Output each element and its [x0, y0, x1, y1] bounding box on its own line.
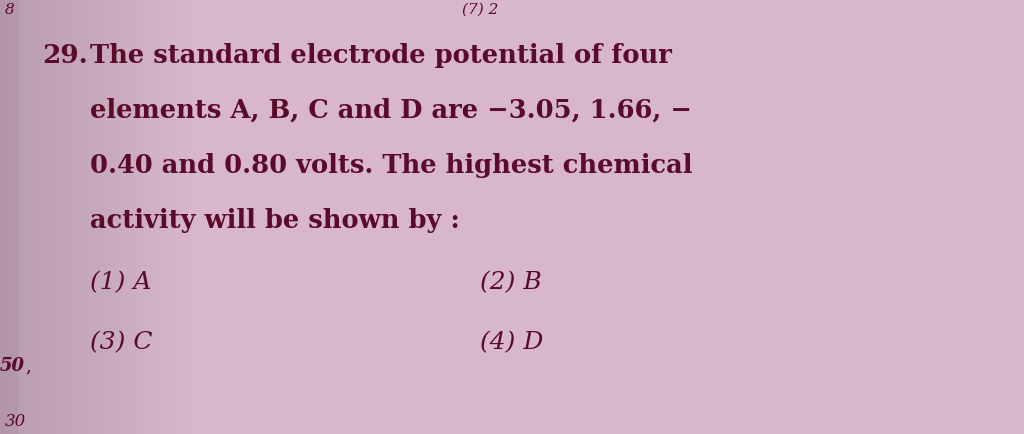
Text: (2) B: (2) B: [480, 270, 542, 293]
Text: (1) A: (1) A: [90, 270, 152, 293]
Text: 8: 8: [5, 3, 14, 17]
Text: (4) D: (4) D: [480, 330, 544, 353]
Text: 50: 50: [0, 356, 25, 374]
Text: 29.: 29.: [42, 43, 88, 68]
Bar: [0, 0, 18, 434]
Text: 0.40 and 0.80 volts. The highest chemical: 0.40 and 0.80 volts. The highest chemica…: [90, 153, 692, 178]
Text: (7) 2: (7) 2: [462, 3, 499, 17]
Text: The standard electrode potential of four: The standard electrode potential of four: [90, 43, 672, 68]
Text: 30: 30: [5, 412, 27, 429]
Text: elements A, B, C and D are −3.05, 1.66, −: elements A, B, C and D are −3.05, 1.66, …: [90, 98, 692, 123]
Text: (3) C: (3) C: [90, 330, 153, 353]
Text: activity will be shown by :: activity will be shown by :: [90, 207, 460, 233]
Text: ,: ,: [25, 356, 31, 374]
